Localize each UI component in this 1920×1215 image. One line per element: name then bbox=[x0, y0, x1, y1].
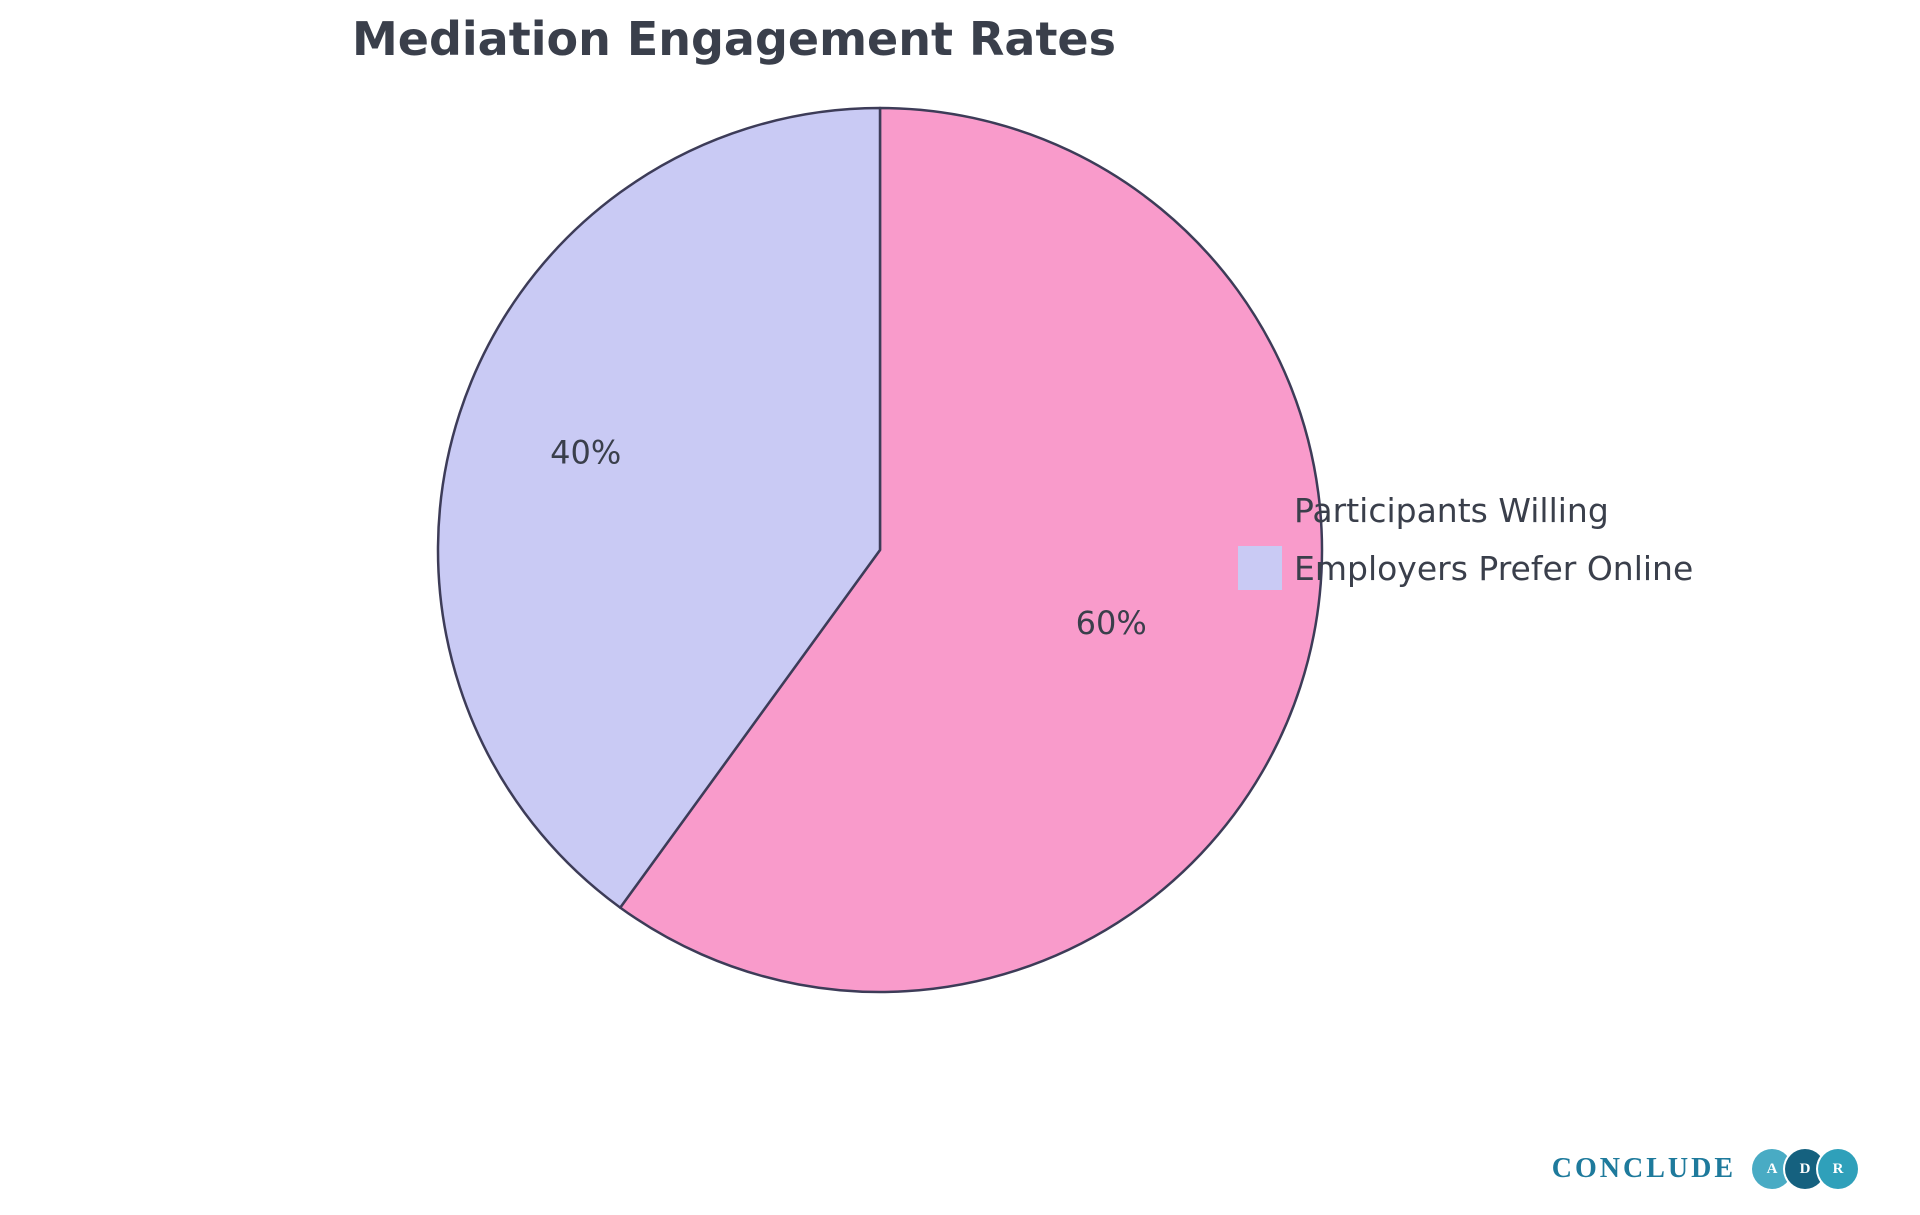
legend-label-employers-prefer-online: Employers Prefer Online bbox=[1294, 548, 1694, 588]
brand-footer: CONCLUDE A D R bbox=[1552, 1149, 1858, 1189]
pie-slice-percent-label: 60% bbox=[1076, 604, 1147, 642]
legend-swatch-employers-prefer-online bbox=[1238, 546, 1282, 590]
chart-title: Mediation Engagement Rates bbox=[352, 12, 1117, 66]
pie-slice-2[interactable] bbox=[436, 106, 882, 909]
brand-wordmark: CONCLUDE bbox=[1551, 1153, 1736, 1184]
pie-slice-percent-label: 40% bbox=[550, 433, 621, 471]
pie-slice-1[interactable] bbox=[618, 106, 1324, 994]
brand-badges: A D R bbox=[1752, 1149, 1858, 1189]
legend-item-participants-willing[interactable]: Participants Willing bbox=[1238, 486, 1693, 534]
legend: Participants Willing Employers Prefer On… bbox=[1238, 486, 1693, 592]
brand-badge-r-icon: R bbox=[1818, 1149, 1858, 1189]
legend-item-employers-prefer-online[interactable]: Employers Prefer Online bbox=[1238, 544, 1693, 592]
pie-chart: 60% 40% bbox=[436, 106, 1324, 994]
legend-swatch-participants-willing bbox=[1238, 488, 1282, 532]
legend-label-participants-willing: Participants Willing bbox=[1294, 490, 1609, 530]
